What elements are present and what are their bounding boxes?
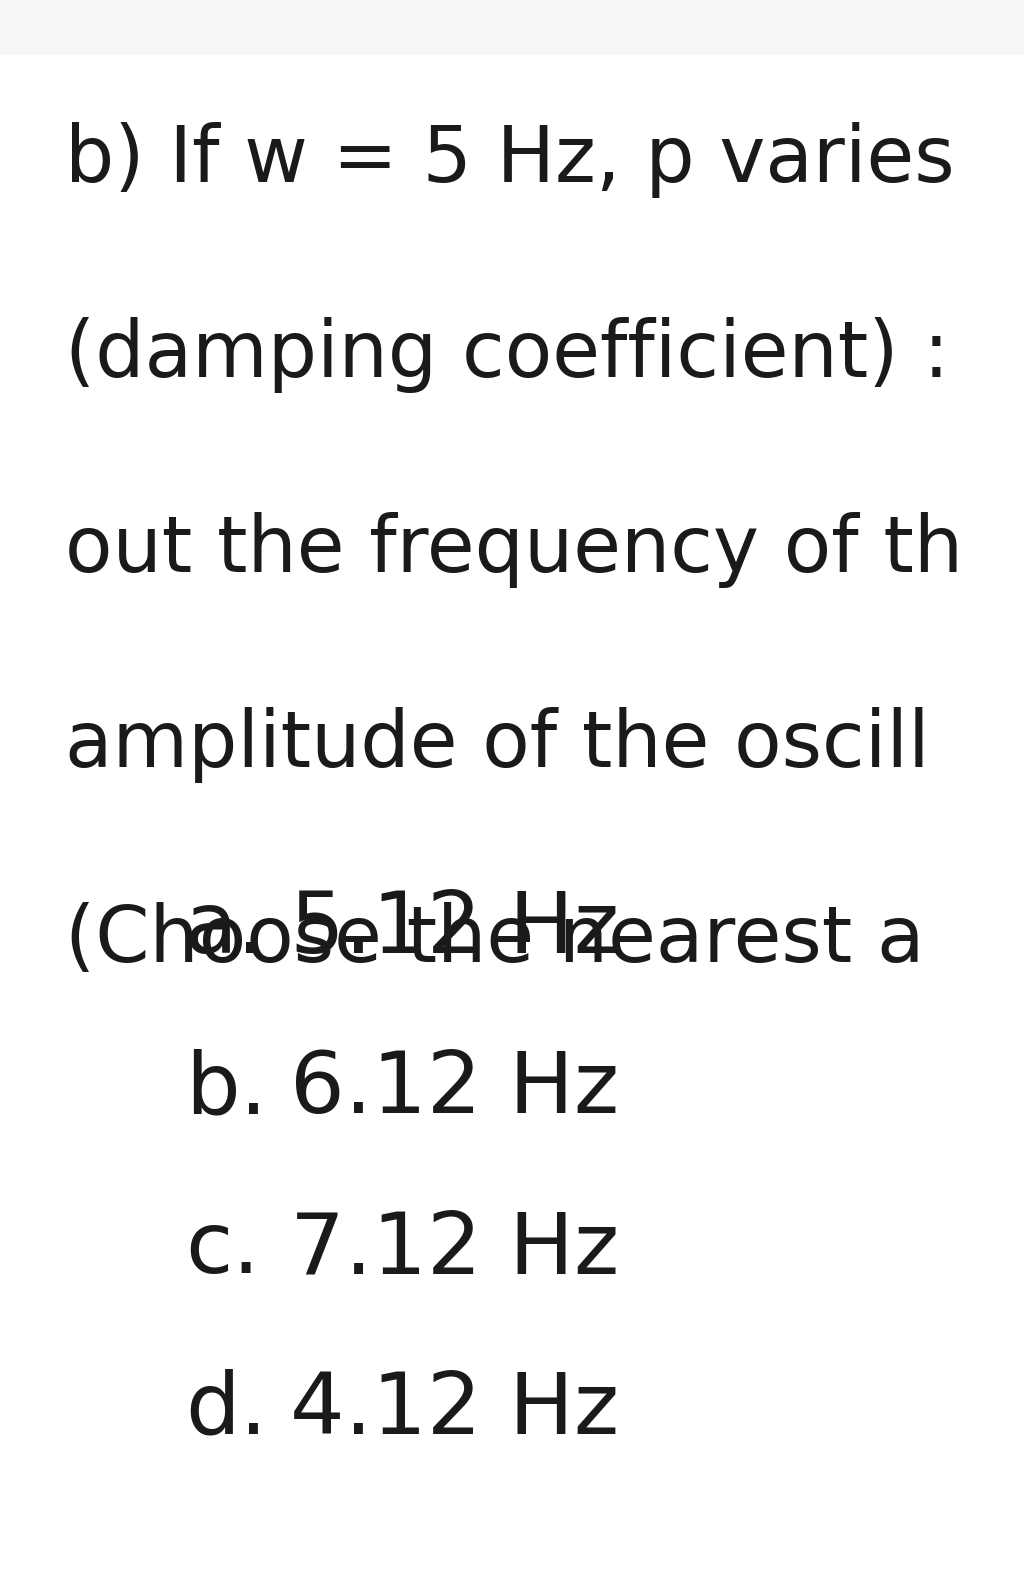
Text: 6.12 Hz: 6.12 Hz: [290, 1048, 620, 1131]
Text: (damping coefficient) :: (damping coefficient) :: [65, 317, 949, 393]
Text: b.: b.: [185, 1048, 267, 1131]
Text: out the frequency of th: out the frequency of th: [65, 512, 964, 588]
Text: d.: d.: [185, 1369, 267, 1451]
Text: c.: c.: [185, 1209, 260, 1291]
Text: 5.12 Hz: 5.12 Hz: [290, 888, 620, 972]
Text: amplitude of the oscill: amplitude of the oscill: [65, 707, 930, 783]
Text: b) If w = 5 Hz, p varies: b) If w = 5 Hz, p varies: [65, 122, 954, 198]
Text: (Choose the nearest a: (Choose the nearest a: [65, 902, 925, 979]
Text: 7.12 Hz: 7.12 Hz: [290, 1209, 620, 1291]
Text: a.: a.: [185, 888, 265, 972]
Text: 4.12 Hz: 4.12 Hz: [290, 1369, 620, 1451]
Bar: [0, 0, 1024, 56]
